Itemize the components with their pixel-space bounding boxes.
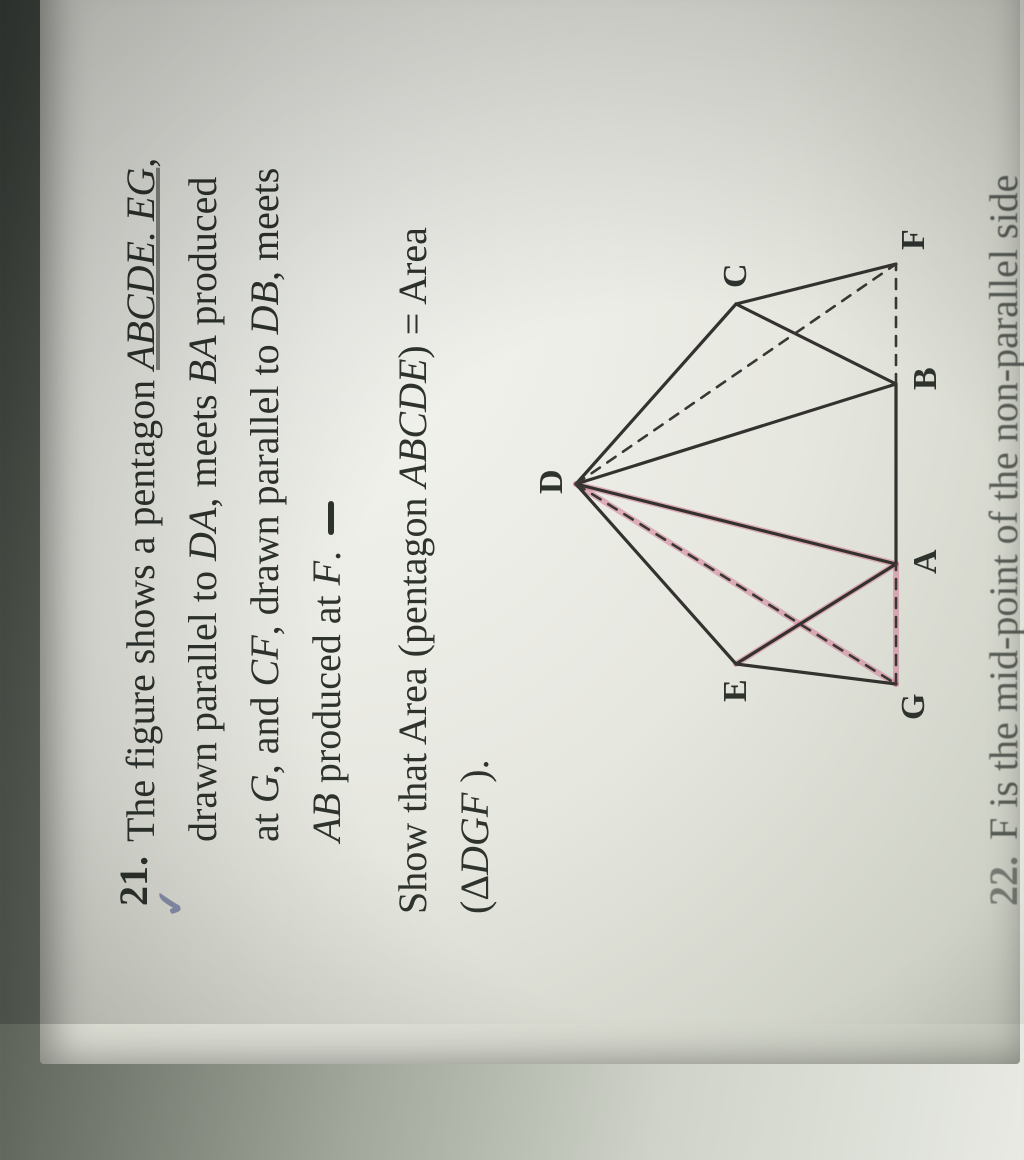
pentagon-figure: D E C A B G F [536,204,956,764]
svg-text:G: G [895,694,932,720]
question-text: The figure shows a pentagon ABCDE. EG,dr… [110,158,358,842]
svg-text:D: D [536,469,570,494]
svg-text:C: C [717,263,754,288]
question-number-22: 22. [980,856,1024,914]
svg-text:A: A [907,549,944,574]
svg-text:E: E [717,679,754,702]
paper-sheet: 21. The figure shows a pentagon ABCDE. E… [40,0,1020,1064]
problem-22-fragment: 22. F is the mid-point of the non-parall… [980,54,1024,914]
question-22-text: F is the mid-point of the non-parallel s… [980,175,1024,840]
show-that-text: Show that Area (pentagon ABCDE) = Area(Δ… [382,54,506,914]
problem-21: 21. The figure shows a pentagon ABCDE. E… [110,54,956,914]
rotated-page: 21. The figure shows a pentagon ABCDE. E… [0,0,1024,1024]
figure-wrap: D E C A B G F [536,54,956,914]
checkmark-icon: ✔ [149,886,194,920]
svg-text:F: F [895,229,932,250]
svg-text:B: B [907,367,944,390]
